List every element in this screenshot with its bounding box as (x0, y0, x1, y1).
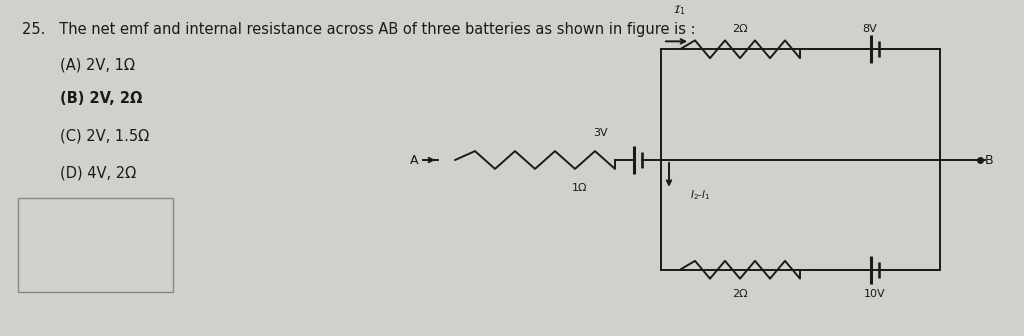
Text: $I_2$-$I_1$: $I_2$-$I_1$ (690, 188, 711, 202)
Text: A: A (410, 154, 418, 167)
Text: 1Ω: 1Ω (572, 183, 588, 193)
Text: 10V: 10V (864, 289, 886, 299)
Text: (B) 2V, 2Ω: (B) 2V, 2Ω (60, 91, 142, 106)
Text: (A) 2V, 1Ω: (A) 2V, 1Ω (60, 57, 135, 72)
Text: 3V: 3V (593, 128, 607, 138)
Text: 2Ω: 2Ω (732, 25, 748, 35)
Text: (C) 2V, 1.5Ω: (C) 2V, 1.5Ω (60, 128, 150, 143)
Text: $\mathcal{I}_1$: $\mathcal{I}_1$ (673, 3, 685, 17)
Text: B: B (985, 154, 993, 167)
Text: 25.   The net emf and internal resistance across AB of three batteries as shown : 25. The net emf and internal resistance … (22, 22, 695, 37)
Text: 2Ω: 2Ω (732, 289, 748, 299)
Text: 8V: 8V (862, 25, 878, 35)
Bar (18, 198, 173, 292)
Text: (D) 4V, 2Ω: (D) 4V, 2Ω (60, 166, 136, 181)
